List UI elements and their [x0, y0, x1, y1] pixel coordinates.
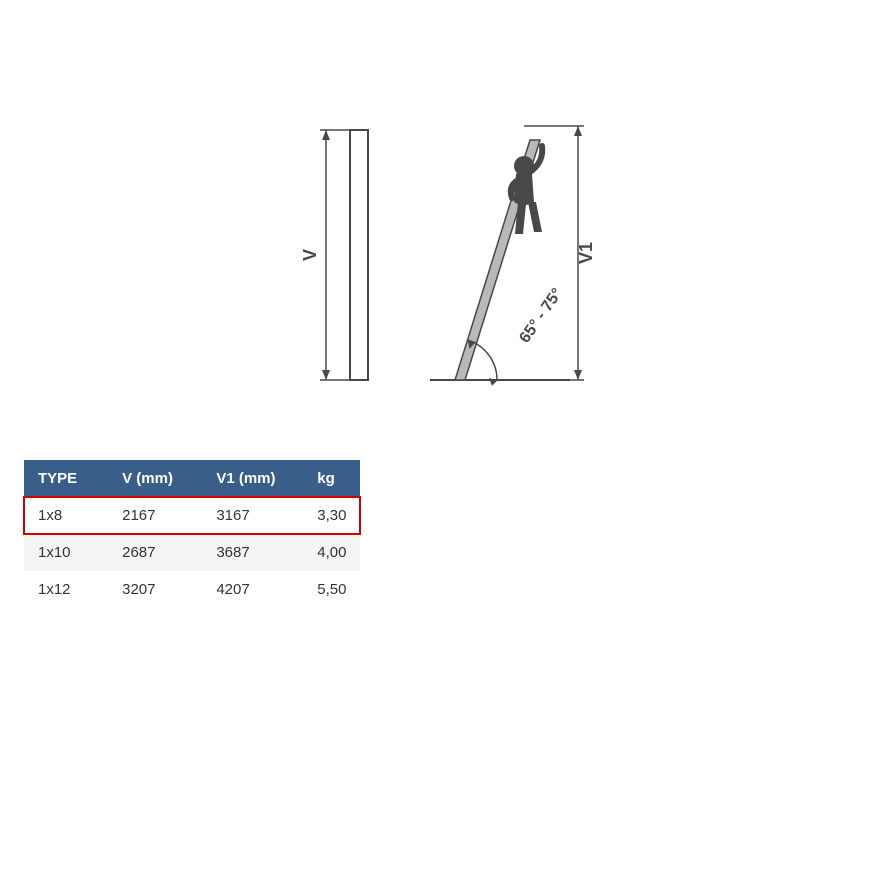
col-header: kg [303, 460, 360, 497]
table-cell: 4,00 [303, 534, 360, 571]
spec-table-head: TYPEV (mm)V1 (mm)kg [24, 460, 360, 497]
table-cell: 3207 [108, 571, 202, 608]
table-cell: 5,50 [303, 571, 360, 608]
table-cell: 2687 [108, 534, 202, 571]
dimension-diagram: V 65° - 75° V1 [0, 100, 880, 440]
svg-text:65° - 75°: 65° - 75° [516, 285, 566, 346]
table-row: 1x12320742075,50 [24, 571, 360, 608]
ladder-diagram-svg: V 65° - 75° V1 [230, 100, 650, 420]
table-cell: 3,30 [303, 497, 360, 534]
table-cell: 1x10 [24, 534, 108, 571]
col-header: TYPE [24, 460, 108, 497]
table-cell: 1x12 [24, 571, 108, 608]
table-cell: 3687 [202, 534, 303, 571]
table-cell: 1x8 [24, 497, 108, 534]
col-header: V (mm) [108, 460, 202, 497]
spec-table-body: 1x8216731673,301x10268736874,001x1232074… [24, 497, 360, 608]
table-cell: 4207 [202, 571, 303, 608]
svg-text:V1: V1 [576, 242, 596, 264]
svg-text:V: V [300, 249, 320, 261]
table-row: 1x8216731673,30 [24, 497, 360, 534]
col-header: V1 (mm) [202, 460, 303, 497]
table-cell: 3167 [202, 497, 303, 534]
spec-table: TYPEV (mm)V1 (mm)kg 1x8216731673,301x102… [24, 460, 360, 608]
table-row: 1x10268736874,00 [24, 534, 360, 571]
table-cell: 2167 [108, 497, 202, 534]
